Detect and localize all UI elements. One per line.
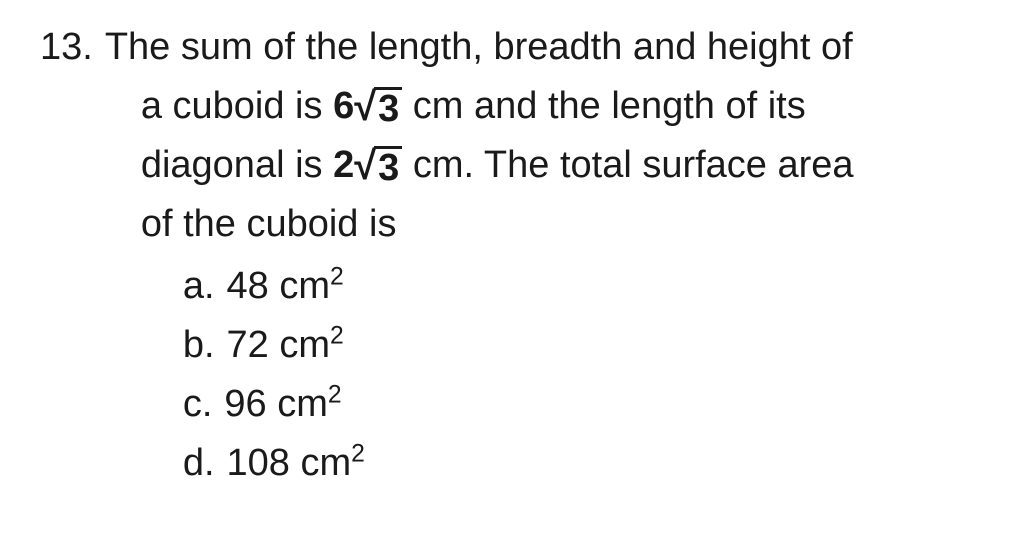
option-b: b. 72 cm2 — [183, 317, 984, 374]
option-a-label: a. — [183, 258, 215, 315]
option-a-exp: 2 — [330, 263, 344, 290]
option-c-value: 96 cm2 — [224, 376, 341, 433]
option-c-label: c. — [183, 376, 213, 433]
options-list: a. 48 cm2 b. 72 cm2 c. 96 cm2 d. 108 cm2 — [105, 258, 984, 492]
option-d-exp: 2 — [351, 440, 365, 467]
option-c: c. 96 cm2 — [183, 376, 984, 433]
line3-pre: diagonal is — [141, 144, 333, 186]
question-number: 13. — [40, 18, 93, 77]
option-d-value: 108 cm2 — [227, 435, 365, 492]
question-line-2: a cuboid is 6√3 cm and the length of its — [105, 77, 984, 136]
option-c-text: 96 cm — [224, 383, 327, 425]
line3-coef: 2 — [333, 144, 354, 186]
option-a-value: 48 cm2 — [227, 258, 344, 315]
question-block: 13. The sum of the length, breadth and h… — [0, 0, 1024, 494]
option-d-label: d. — [183, 435, 215, 492]
radical-symbol: √ — [354, 88, 376, 128]
question-line-3: diagonal is 2√3 cm. The total surface ar… — [105, 136, 984, 195]
option-a: a. 48 cm2 — [183, 258, 984, 315]
option-c-exp: 2 — [328, 381, 342, 408]
sqrt-icon: √3 — [354, 85, 402, 128]
option-b-text: 72 cm — [227, 324, 330, 366]
line2-post: cm and the length of its — [402, 85, 805, 127]
option-d-text: 108 cm — [227, 442, 352, 484]
line3-post: cm. The total surface area — [402, 144, 853, 186]
option-b-label: b. — [183, 317, 215, 374]
line2-radicand: 3 — [374, 87, 402, 128]
question-body: The sum of the length, breadth and heigh… — [105, 18, 984, 494]
line2-pre: a cuboid is — [141, 85, 333, 127]
question-row: 13. The sum of the length, breadth and h… — [40, 18, 984, 494]
question-line-4: of the cuboid is — [105, 195, 984, 254]
option-a-text: 48 cm — [227, 265, 330, 307]
option-b-value: 72 cm2 — [227, 317, 344, 374]
radical-symbol: √ — [354, 147, 376, 187]
line2-coef: 6 — [333, 85, 354, 127]
line3-radicand: 3 — [374, 146, 402, 187]
question-line-1: The sum of the length, breadth and heigh… — [105, 18, 984, 77]
option-d: d. 108 cm2 — [183, 435, 984, 492]
sqrt-icon: √3 — [354, 144, 402, 187]
option-b-exp: 2 — [330, 322, 344, 349]
